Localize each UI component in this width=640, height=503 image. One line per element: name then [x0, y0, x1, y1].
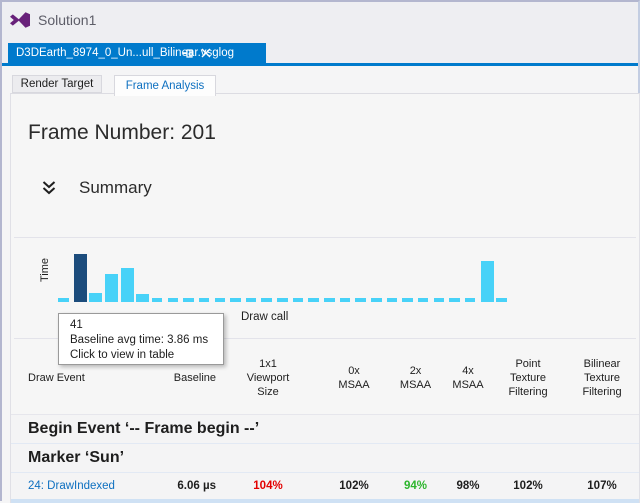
- col-header-draw-event: Draw Event: [28, 372, 85, 384]
- chart-bar[interactable]: [480, 261, 494, 302]
- tab-accent-line: [2, 63, 638, 66]
- pin-icon[interactable]: [183, 48, 194, 59]
- chart-baseline-dash[interactable]: [277, 298, 288, 302]
- chart-baseline-dash[interactable]: [464, 298, 476, 302]
- table-row-drawindexed[interactable]: 24: DrawIndexed 6.06 µs 104% 102% 94% 98% 10…: [11, 473, 639, 499]
- chart-baseline-dash[interactable]: [417, 298, 429, 302]
- chart-baseline-dash[interactable]: [198, 298, 210, 302]
- document-tab-strip: D3DEarth_8974_0_Un...ull_Bilinear.vsglog: [2, 43, 638, 63]
- chart-baseline-dash[interactable]: [433, 298, 445, 302]
- tab-render-target-label: Render Target: [20, 78, 94, 90]
- marker-sun-label: Marker ‘Sun’: [28, 449, 125, 466]
- chart-baseline-dash[interactable]: [151, 298, 163, 302]
- percent-cell: 107%: [587, 480, 617, 492]
- solution-title: Solution1: [38, 12, 97, 28]
- chart-baseline-dash[interactable]: [183, 298, 194, 302]
- col-header-baseline: Baseline: [173, 372, 216, 384]
- chart-baseline-dash[interactable]: [339, 298, 351, 302]
- visual-studio-logo-icon: [10, 12, 30, 28]
- tab-frame-analysis[interactable]: Frame Analysis: [114, 75, 216, 96]
- table-header-row: Draw Event Baseline 1x1 Viewport Size 0x…: [11, 347, 639, 409]
- chart-baseline-dash[interactable]: [245, 298, 257, 302]
- chart-baseline-dash[interactable]: [402, 298, 413, 302]
- view-tabs: Render Target Frame Analysis: [2, 74, 638, 96]
- close-icon[interactable]: [201, 48, 211, 58]
- chart-bar[interactable]: [104, 274, 118, 302]
- drawindexed-link[interactable]: 24: DrawIndexed: [28, 480, 115, 492]
- chart-baseline-dash[interactable]: [58, 298, 69, 302]
- chart-baseline-dash[interactable]: [230, 298, 241, 302]
- separator: [14, 338, 636, 339]
- tooltip-baseline-time: Baseline avg time: 3.86 ms: [70, 334, 209, 346]
- baseline-value: 6.06 µs: [177, 480, 216, 492]
- table-body: Begin Event ‘-- Frame begin --’ Marker ‘…: [11, 414, 639, 503]
- summary-title: Summary: [79, 178, 152, 197]
- chart-baseline-dash[interactable]: [308, 298, 319, 302]
- chart-baseline-dash[interactable]: [261, 298, 272, 302]
- title-bar: Solution1: [2, 2, 638, 43]
- percent-cell: 98%: [456, 480, 480, 492]
- chart-baseline-dash[interactable]: [496, 298, 507, 302]
- frame-analysis-panel: Frame Number: 201 Summary Time Draw call…: [10, 93, 640, 503]
- chart-bar[interactable]: [136, 293, 150, 302]
- chart-bar[interactable]: [73, 254, 87, 302]
- chart-baseline-dash[interactable]: [214, 298, 225, 302]
- percent-cell: 102%: [339, 480, 369, 492]
- chart-baseline-dash[interactable]: [449, 298, 460, 302]
- summary-header: Summary: [41, 178, 152, 198]
- col-header-2x-msaa: 2x MSAA: [399, 365, 432, 391]
- chart-baseline-dash[interactable]: [371, 298, 382, 302]
- chart-y-axis-label: Time: [39, 257, 51, 283]
- document-tab-label: D3DEarth_8974_0_Un...ull_Bilinear.vsglog: [16, 47, 235, 59]
- tab-frame-analysis-label: Frame Analysis: [125, 80, 205, 92]
- chart-tooltip: 41 Baseline avg time: 3.86 ms Click to v…: [58, 313, 224, 365]
- row-selection-strip: [11, 499, 639, 503]
- tab-render-target[interactable]: Render Target: [12, 75, 102, 93]
- chart-baseline-dash[interactable]: [386, 298, 398, 302]
- begin-event-label: Begin Event ‘-- Frame begin --’: [28, 420, 260, 437]
- col-header-bilinear-filtering: Bilinear Texture Filtering: [582, 358, 622, 398]
- chart-baseline-dash[interactable]: [324, 298, 335, 302]
- chart-baseline-dash[interactable]: [355, 298, 366, 302]
- tooltip-hint: Click to view in table: [70, 349, 175, 361]
- chart-baseline-dash[interactable]: [167, 298, 179, 302]
- chart-baseline-dash[interactable]: [292, 298, 304, 302]
- percent-cell: 102%: [513, 480, 543, 492]
- col-header-viewport: 1x1 Viewport Size: [246, 358, 290, 398]
- col-header-0x-msaa: 0x MSAA: [338, 365, 370, 391]
- col-header-point-filtering: Point Texture Filtering: [508, 358, 548, 398]
- tooltip-drawcall-number: 41: [70, 319, 83, 331]
- collapse-double-chevron-icon[interactable]: [41, 180, 57, 196]
- percent-cell: 104%: [253, 480, 283, 492]
- separator: [14, 237, 636, 238]
- table-row-marker-sun[interactable]: Marker ‘Sun’: [11, 444, 639, 473]
- col-header-4x-msaa: 4x MSAA: [452, 365, 484, 391]
- percent-cell: 94%: [403, 480, 428, 492]
- draw-call-chart[interactable]: [58, 254, 528, 302]
- chart-x-axis-label: Draw call: [241, 311, 289, 323]
- chart-bar[interactable]: [120, 267, 134, 302]
- document-tab-vsglog[interactable]: D3DEarth_8974_0_Un...ull_Bilinear.vsglog: [8, 43, 266, 63]
- frame-number-title: Frame Number: 201: [28, 121, 216, 144]
- table-row-begin-event[interactable]: Begin Event ‘-- Frame begin --’: [11, 415, 639, 444]
- chart-bar[interactable]: [89, 292, 103, 302]
